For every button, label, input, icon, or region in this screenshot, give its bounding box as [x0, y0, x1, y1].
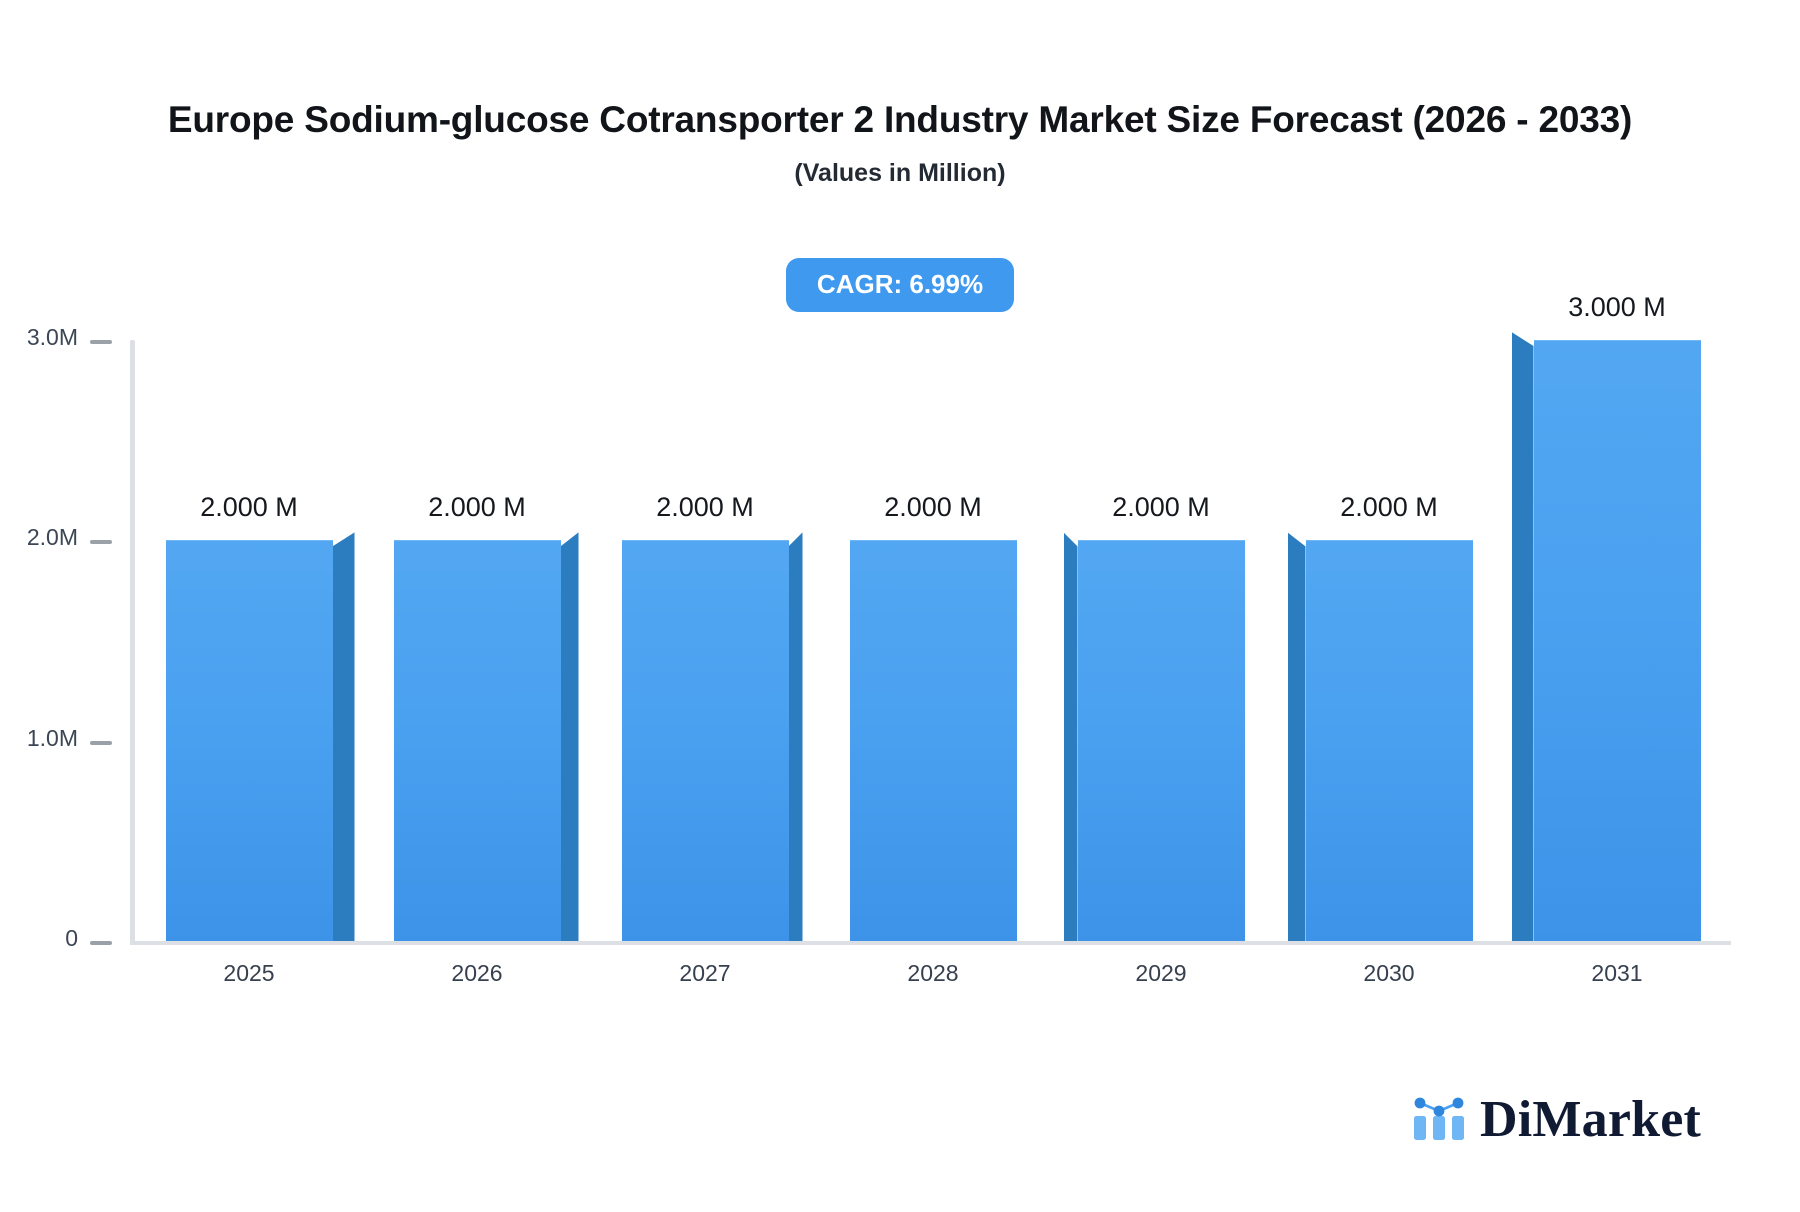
y-tick-label: 1.0M — [26, 724, 78, 751]
y-axis-tick: 3.0M — [0, 324, 130, 350]
bar[interactable]: 3.000 M — [1511, 292, 1701, 941]
x-axis-line — [130, 941, 1731, 945]
bar[interactable]: 2.000 M — [1063, 492, 1245, 941]
y-tick-mark — [90, 941, 112, 945]
bar-face — [1305, 540, 1473, 941]
y-tick-mark — [90, 540, 112, 545]
y-axis-tick: 0 — [0, 925, 130, 951]
bar-value-label: 2.000 M — [428, 492, 526, 523]
bar-value-label: 3.000 M — [1568, 292, 1666, 322]
y-axis-tick: 1.0M — [0, 725, 130, 751]
x-axis-label: 2030 — [1363, 960, 1415, 986]
bar-face — [1077, 540, 1245, 941]
x-axis-label: 2025 — [223, 960, 275, 986]
x-axis-label: 2031 — [1591, 960, 1643, 986]
brand-name: DiMarket — [1480, 1091, 1702, 1148]
bar-face — [393, 540, 561, 941]
bar-side-face — [332, 532, 355, 941]
x-axis-label: 2027 — [679, 960, 731, 986]
y-tick-label: 0 — [65, 925, 78, 951]
dimarket-logo: DiMarket — [1412, 1094, 1701, 1146]
bar[interactable]: 2.000 M — [849, 492, 1017, 941]
x-axis-label: 2028 — [907, 960, 959, 986]
bar[interactable]: 2.000 M — [393, 492, 579, 941]
chart-header: Europe Sodium-glucose Cotransporter 2 In… — [0, 96, 1800, 188]
bar-value-label: 2.000 M — [200, 492, 298, 523]
bar-face — [165, 540, 333, 941]
bar-side-face — [1511, 332, 1534, 941]
y-axis-tick: 2.0M — [0, 524, 130, 550]
chart-title: Europe Sodium-glucose Cotransporter 2 In… — [167, 99, 1633, 140]
y-tick-label: 2.0M — [26, 524, 78, 551]
y-tick-label: 3.0M — [26, 324, 78, 350]
y-tick-mark — [90, 740, 112, 745]
bar-value-label: 2.000 M — [884, 492, 982, 523]
bar-face — [1533, 340, 1701, 941]
bar-side-face — [1063, 532, 1078, 941]
bar-value-label: 2.000 M — [1340, 492, 1438, 523]
x-axis-label: 2026 — [451, 960, 503, 986]
chart-subtitle: (Values in Million) — [794, 158, 1006, 187]
bar[interactable]: 2.000 M — [165, 492, 355, 941]
bar[interactable]: 2.000 M — [1287, 492, 1473, 941]
y-tick-mark — [90, 340, 112, 344]
x-axis-label: 2029 — [1135, 960, 1187, 986]
bar-value-label: 2.000 M — [656, 492, 754, 523]
bar-side-face — [1287, 532, 1306, 941]
bar-side-face — [788, 532, 803, 941]
bar-face — [849, 540, 1017, 941]
bar-value-label: 2.000 M — [1112, 492, 1210, 523]
bar-chart-logo-icon — [1412, 1095, 1468, 1146]
y-axis-line — [130, 340, 135, 943]
bar-side-face — [560, 532, 579, 941]
bar[interactable]: 2.000 M — [621, 492, 803, 941]
bar-face — [621, 540, 789, 941]
